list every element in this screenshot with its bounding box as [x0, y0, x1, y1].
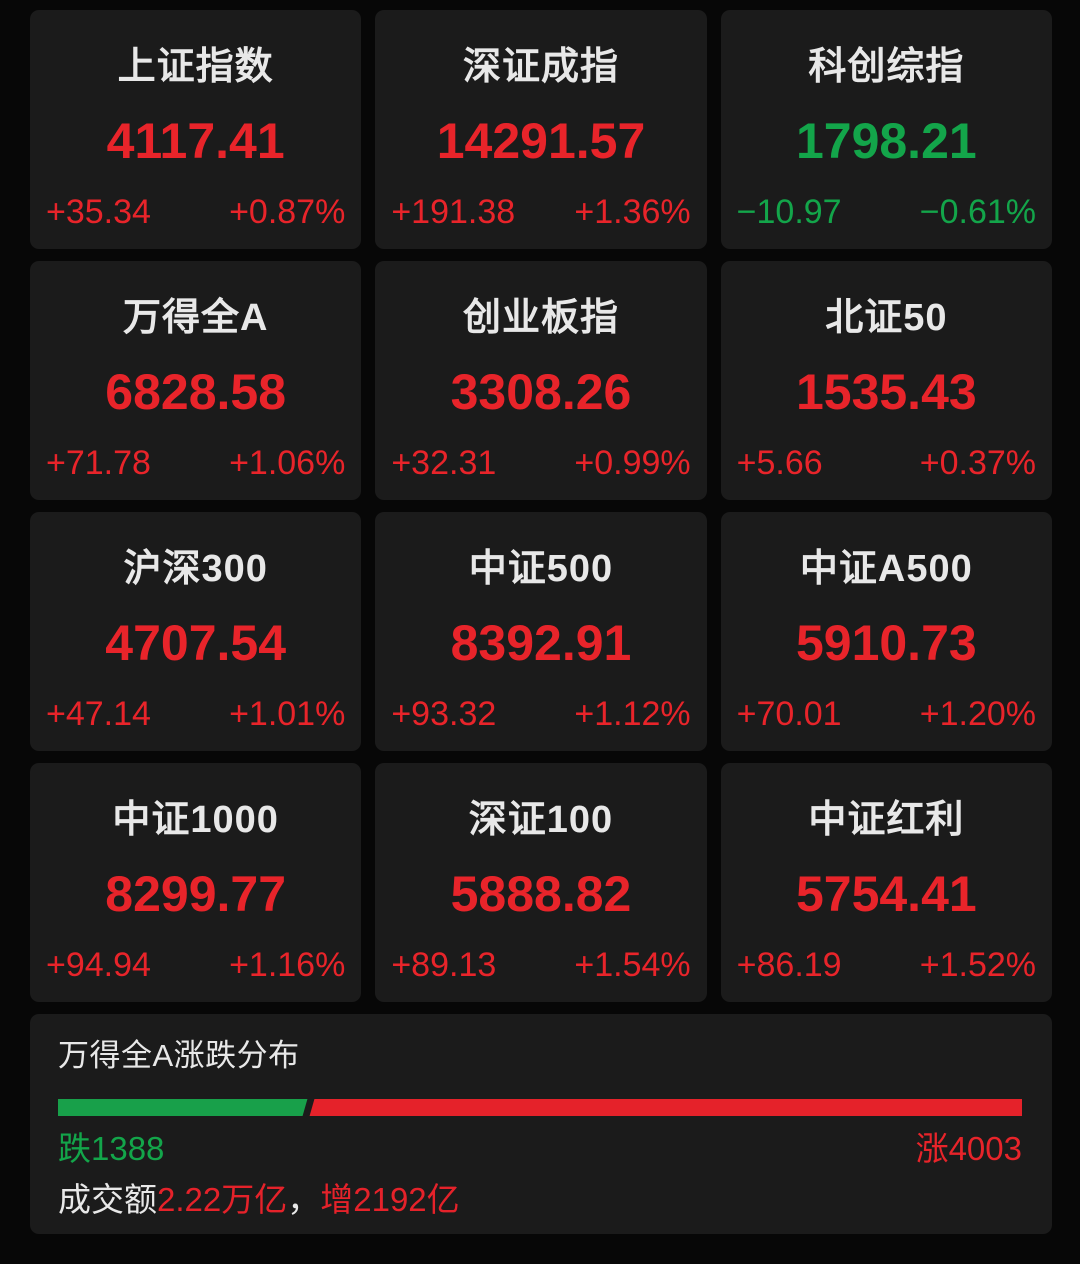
- index-name: 中证红利: [808, 799, 965, 841]
- index-name: 北证50: [825, 297, 948, 339]
- index-card[interactable]: 沪深300 4707.54 +47.14 +1.01%: [30, 512, 362, 751]
- breadth-title: 万得全A涨跌分布: [58, 1038, 300, 1073]
- index-card[interactable]: 深证100 5888.82 +89.13 +1.54%: [375, 763, 707, 1002]
- index-name: 中证1000: [112, 799, 279, 841]
- index-change-percent: +1.52%: [919, 946, 1036, 984]
- index-deltas: +47.14 +1.01%: [30, 697, 361, 731]
- index-deltas: +5.66 +0.37%: [721, 446, 1052, 480]
- index-change-percent: +0.87%: [229, 193, 346, 231]
- index-change-absolute: +93.32: [391, 695, 497, 733]
- index-card[interactable]: 科创综指 1798.21 −10.97 −0.61%: [720, 10, 1052, 249]
- index-change-absolute: +86.19: [736, 946, 842, 984]
- index-change-absolute: +191.38: [391, 193, 516, 231]
- index-price: 5754.41: [795, 866, 977, 922]
- index-card[interactable]: 中证500 8392.91 +93.32 +1.12%: [375, 512, 707, 751]
- index-name: 深证成指: [462, 46, 619, 88]
- index-deltas: −10.97 −0.61%: [721, 195, 1052, 229]
- index-card[interactable]: 创业板指 3308.26 +32.31 +0.99%: [375, 261, 707, 500]
- index-name: 沪深300: [123, 548, 268, 590]
- index-price: 4707.54: [105, 615, 287, 671]
- index-deltas: +93.32 +1.12%: [375, 697, 706, 731]
- index-deltas: +35.34 +0.87%: [30, 195, 361, 229]
- index-change-percent: +0.37%: [919, 444, 1036, 482]
- decliners-label: 跌1388: [58, 1130, 165, 1167]
- index-price: 1535.43: [795, 364, 977, 420]
- index-name: 万得全A: [122, 297, 269, 339]
- index-deltas: +94.94 +1.16%: [30, 948, 361, 982]
- index-deltas: +70.01 +1.20%: [721, 697, 1052, 731]
- index-card[interactable]: 万得全A 6828.58 +71.78 +1.06%: [30, 261, 362, 500]
- index-card[interactable]: 北证50 1535.43 +5.66 +0.37%: [720, 261, 1052, 500]
- index-price: 8299.77: [105, 866, 287, 922]
- index-change-percent: +1.12%: [574, 695, 691, 733]
- index-change-percent: +1.06%: [229, 444, 346, 482]
- index-change-percent: +0.99%: [574, 444, 691, 482]
- index-deltas: +86.19 +1.52%: [721, 948, 1052, 982]
- index-price: 8392.91: [450, 615, 632, 671]
- index-name: 中证500: [468, 548, 614, 590]
- index-name: 上证指数: [117, 46, 274, 88]
- index-name: 深证100: [468, 799, 614, 841]
- index-card[interactable]: 中证A500 5910.73 +70.01 +1.20%: [720, 512, 1052, 751]
- advancers-bar-segment: [307, 1099, 1022, 1116]
- index-change-absolute: +5.66: [736, 444, 823, 482]
- index-change-percent: −0.61%: [919, 193, 1036, 231]
- turnover-value: 2.22万亿: [157, 1181, 288, 1218]
- decliners-bar-segment: [58, 1099, 308, 1116]
- index-card-grid: 上证指数 4117.41 +35.34 +0.87% 深证成指 14291.57 +191.…: [30, 10, 1052, 1002]
- index-card[interactable]: 中证1000 8299.77 +94.94 +1.16%: [30, 763, 362, 1002]
- index-change-percent: +1.36%: [574, 193, 691, 231]
- index-price: 14291.57: [436, 113, 646, 169]
- index-card[interactable]: 上证指数 4117.41 +35.34 +0.87%: [30, 10, 362, 249]
- turnover-delta: 增2192亿: [320, 1181, 460, 1218]
- index-name: 中证A500: [799, 548, 973, 590]
- index-change-absolute: +70.01: [736, 695, 842, 733]
- turnover-row: 成交额2.22万亿，增2192亿: [58, 1183, 1022, 1216]
- index-change-absolute: +71.78: [46, 444, 151, 482]
- index-change-percent: +1.54%: [574, 946, 691, 984]
- index-price: 6828.58: [105, 364, 287, 420]
- index-card[interactable]: 中证红利 5754.41 +86.19 +1.52%: [720, 763, 1052, 1002]
- advance-decline-bar: [58, 1099, 1022, 1116]
- index-name: 科创综指: [808, 46, 965, 88]
- index-price: 1798.21: [795, 113, 977, 169]
- index-price: 3308.26: [450, 364, 632, 420]
- index-price: 5910.73: [795, 615, 977, 671]
- breadth-panel: 万得全A涨跌分布 跌1388 涨4003 成交额2.22万亿，增2192亿: [30, 1014, 1052, 1234]
- index-change-absolute: +35.34: [46, 193, 151, 231]
- index-change-absolute: +47.14: [46, 695, 151, 733]
- turnover-prefix: 成交额: [58, 1181, 157, 1218]
- index-change-percent: +1.01%: [229, 695, 346, 733]
- index-deltas: +32.31 +0.99%: [375, 446, 706, 480]
- index-deltas: +71.78 +1.06%: [30, 446, 361, 480]
- index-change-percent: +1.20%: [919, 695, 1036, 733]
- index-card[interactable]: 深证成指 14291.57 +191.38 +1.36%: [375, 10, 707, 249]
- advancers-label: 涨4003: [915, 1130, 1022, 1167]
- index-price: 5888.82: [450, 866, 632, 922]
- index-change-absolute: +89.13: [391, 946, 497, 984]
- index-change-absolute: −10.97: [736, 193, 842, 231]
- index-name: 创业板指: [462, 297, 619, 339]
- turnover-separator: ，: [287, 1181, 321, 1218]
- index-price: 4117.41: [106, 113, 285, 169]
- index-change-absolute: +32.31: [391, 444, 497, 482]
- index-deltas: +89.13 +1.54%: [375, 948, 706, 982]
- index-change-percent: +1.16%: [229, 946, 346, 984]
- breadth-labels: 跌1388 涨4003: [58, 1132, 1022, 1165]
- index-deltas: +191.38 +1.36%: [375, 195, 706, 229]
- index-change-absolute: +94.94: [46, 946, 151, 984]
